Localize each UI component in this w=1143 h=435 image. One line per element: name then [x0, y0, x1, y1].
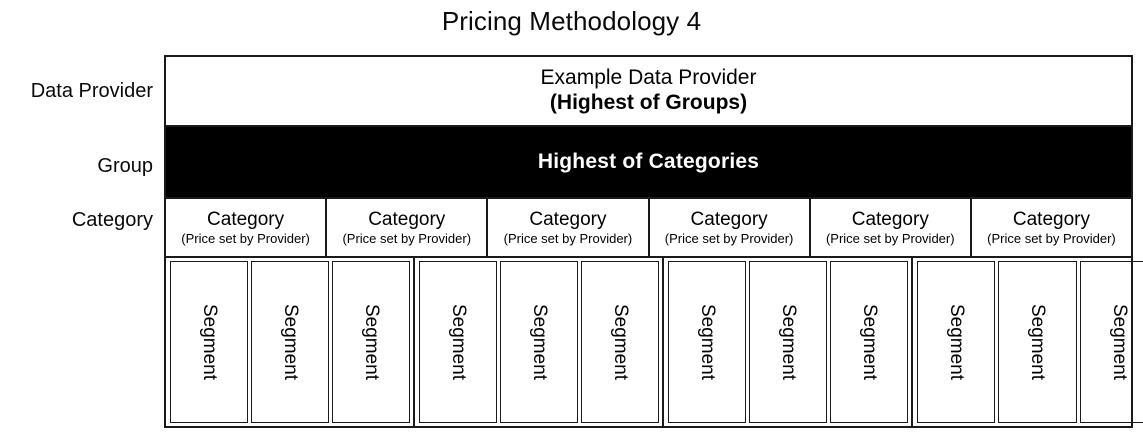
segment-label: Segment [280, 303, 302, 381]
row-label-group: Group [97, 155, 153, 177]
category-row: Category (Price set by Provider) Categor… [166, 199, 1131, 258]
category-subtitle: (Price set by Provider) [503, 231, 633, 247]
segment-label: Segment [199, 303, 221, 381]
category-subtitle: (Price set by Provider) [825, 231, 955, 247]
segment-label: Segment [361, 303, 383, 381]
category-cell: Category (Price set by Provider) [166, 199, 328, 256]
row-label-category: Category [71, 209, 153, 231]
category-title: Category [207, 209, 285, 231]
data-provider-row: Example Data Provider (Highest of Groups… [166, 57, 1131, 127]
segment-cell: Segment [830, 261, 909, 423]
segment-label: Segment [859, 303, 881, 381]
segment-label: Segment [448, 303, 470, 381]
segment-cell: Segment [170, 261, 249, 423]
category-title: Category [529, 209, 607, 231]
segment-cell: Segment [917, 261, 996, 423]
data-provider-rule: (Highest of Groups) [549, 91, 748, 114]
category-subtitle: (Price set by Provider) [987, 231, 1116, 247]
row-label-data-provider: Data Provider [30, 80, 153, 102]
segment-label: Segment [610, 303, 632, 381]
segment-cell: Segment [251, 261, 330, 423]
segment-label: Segment [1027, 303, 1049, 381]
category-title: Category [1012, 209, 1090, 231]
segment-cell: Segment [749, 261, 828, 423]
category-subtitle: (Price set by Provider) [664, 231, 794, 247]
segment-label: Segment [946, 303, 968, 381]
category-subtitle: (Price set by Provider) [181, 231, 310, 247]
segment-group: Segment Segment Segment [166, 258, 416, 426]
category-subtitle: (Price set by Provider) [342, 231, 472, 247]
category-title: Category [851, 209, 929, 231]
segment-cell: Segment [419, 261, 498, 423]
segment-cell: Segment [1079, 261, 1143, 423]
segment-cell: Segment [998, 261, 1077, 423]
segment-row: Segment Segment Segment Segment Segment … [166, 258, 1143, 426]
segment-cell: Segment [581, 261, 660, 423]
segment-cell: Segment [668, 261, 747, 423]
category-title: Category [690, 209, 768, 231]
page-title: Pricing Methodology 4 [441, 6, 702, 36]
category-cell: Category (Price set by Provider) [327, 199, 489, 256]
segment-label: Segment [697, 303, 719, 381]
category-cell: Category (Price set by Provider) [811, 199, 972, 256]
pricing-hierarchy-table: Example Data Provider (Highest of Groups… [164, 55, 1143, 428]
category-cell: Category (Price set by Provider) [488, 199, 650, 256]
data-provider-name: Example Data Provider [540, 66, 757, 90]
segment-label: Segment [1108, 303, 1130, 381]
segment-group: Segment Segment Segment [913, 258, 1143, 426]
segment-cell: Segment [500, 261, 579, 423]
category-cell: Category (Price set by Provider) [650, 199, 811, 256]
segment-label: Segment [778, 303, 800, 381]
group-row: Highest of Categories [166, 127, 1131, 199]
segment-label: Segment [529, 303, 551, 381]
category-title: Category [368, 209, 446, 231]
segment-cell: Segment [332, 261, 411, 423]
segment-group: Segment Segment Segment [415, 258, 665, 426]
category-cell: Category (Price set by Provider) [972, 199, 1131, 256]
segment-group: Segment Segment Segment [664, 258, 914, 426]
group-rule-label: Highest of Categories [537, 150, 760, 173]
